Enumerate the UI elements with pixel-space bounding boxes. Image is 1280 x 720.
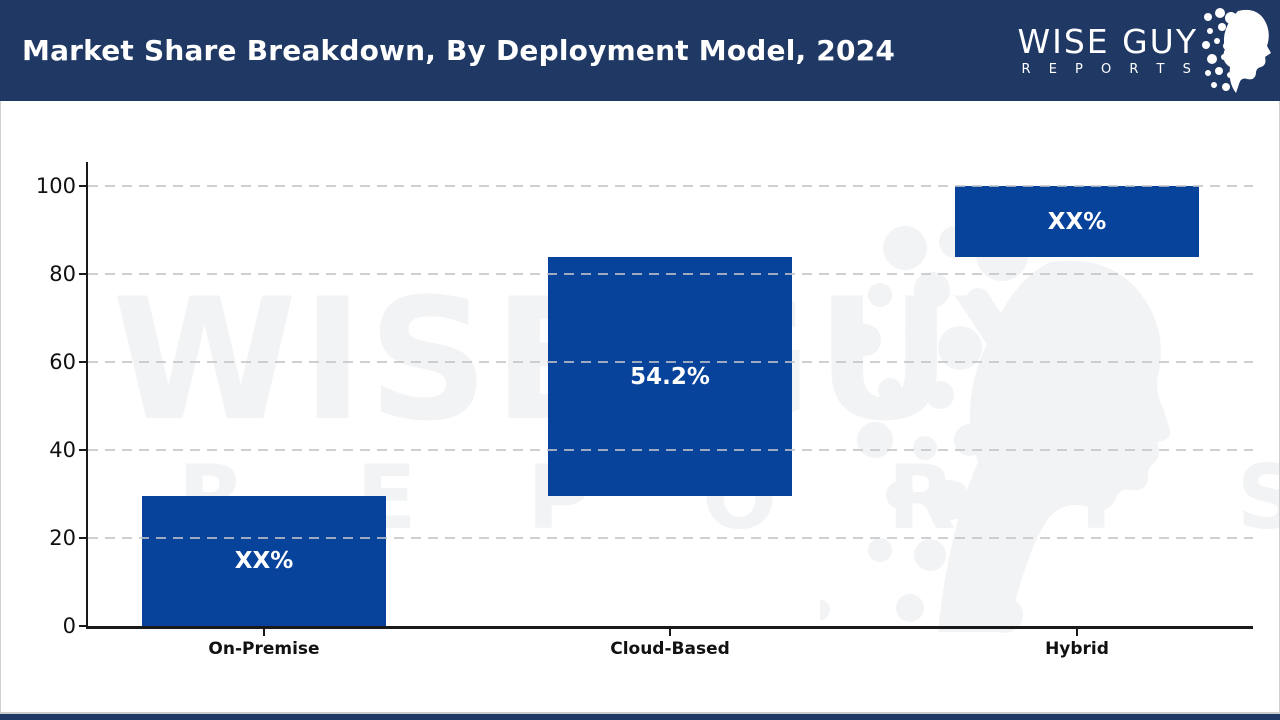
- x-category-label: Cloud-Based: [610, 639, 730, 659]
- logo-subtext: R E P O R T S: [1021, 62, 1198, 77]
- logo-face-icon: [1202, 7, 1271, 93]
- y-tick-mark: [79, 625, 87, 627]
- y-tick-mark: [79, 537, 87, 539]
- gridline: [88, 449, 1253, 451]
- y-axis-line: [86, 162, 88, 628]
- bar-value-label: XX%: [1047, 208, 1107, 235]
- bar-segment: XX%: [142, 495, 386, 626]
- gridline: [88, 185, 1253, 187]
- logo: WISE GUY R E P O R T S: [1017, 0, 1272, 101]
- y-tick-label: 20: [49, 526, 76, 550]
- x-tick-mark: [669, 628, 671, 636]
- gridline: [88, 537, 1253, 539]
- bar-segment: 54.2%: [548, 257, 792, 496]
- y-tick-mark: [79, 449, 87, 451]
- y-tick-mark: [79, 185, 87, 187]
- y-tick-mark: [79, 273, 87, 275]
- logo-wordmark: WISE GUY: [1017, 22, 1198, 61]
- y-tick-label: 60: [49, 350, 76, 374]
- x-tick-mark: [263, 628, 265, 636]
- x-tick-mark: [1076, 628, 1078, 636]
- y-tick-label: 0: [62, 614, 76, 638]
- gridline: [88, 361, 1253, 363]
- x-category-label: On-Premise: [208, 639, 320, 659]
- y-tick-label: 100: [35, 174, 76, 198]
- bar-segment: XX%: [955, 186, 1199, 258]
- x-axis-line: [86, 626, 1253, 629]
- logo-text: WISE GUY R E P O R T S: [1017, 25, 1198, 76]
- gridline: [88, 273, 1253, 275]
- watermark-face-icon: [820, 226, 1171, 633]
- bar-value-label: 54.2%: [630, 363, 710, 390]
- x-category-label: Hybrid: [1045, 639, 1109, 659]
- y-tick-mark: [79, 361, 87, 363]
- y-tick-label: 40: [49, 438, 76, 462]
- footer-stripe: [0, 712, 1280, 720]
- bar-value-label: XX%: [234, 547, 294, 574]
- header-bar: Market Share Breakdown, By Deployment Mo…: [0, 0, 1280, 101]
- chart-title: Market Share Breakdown, By Deployment Mo…: [22, 34, 896, 67]
- y-tick-label: 80: [49, 262, 76, 286]
